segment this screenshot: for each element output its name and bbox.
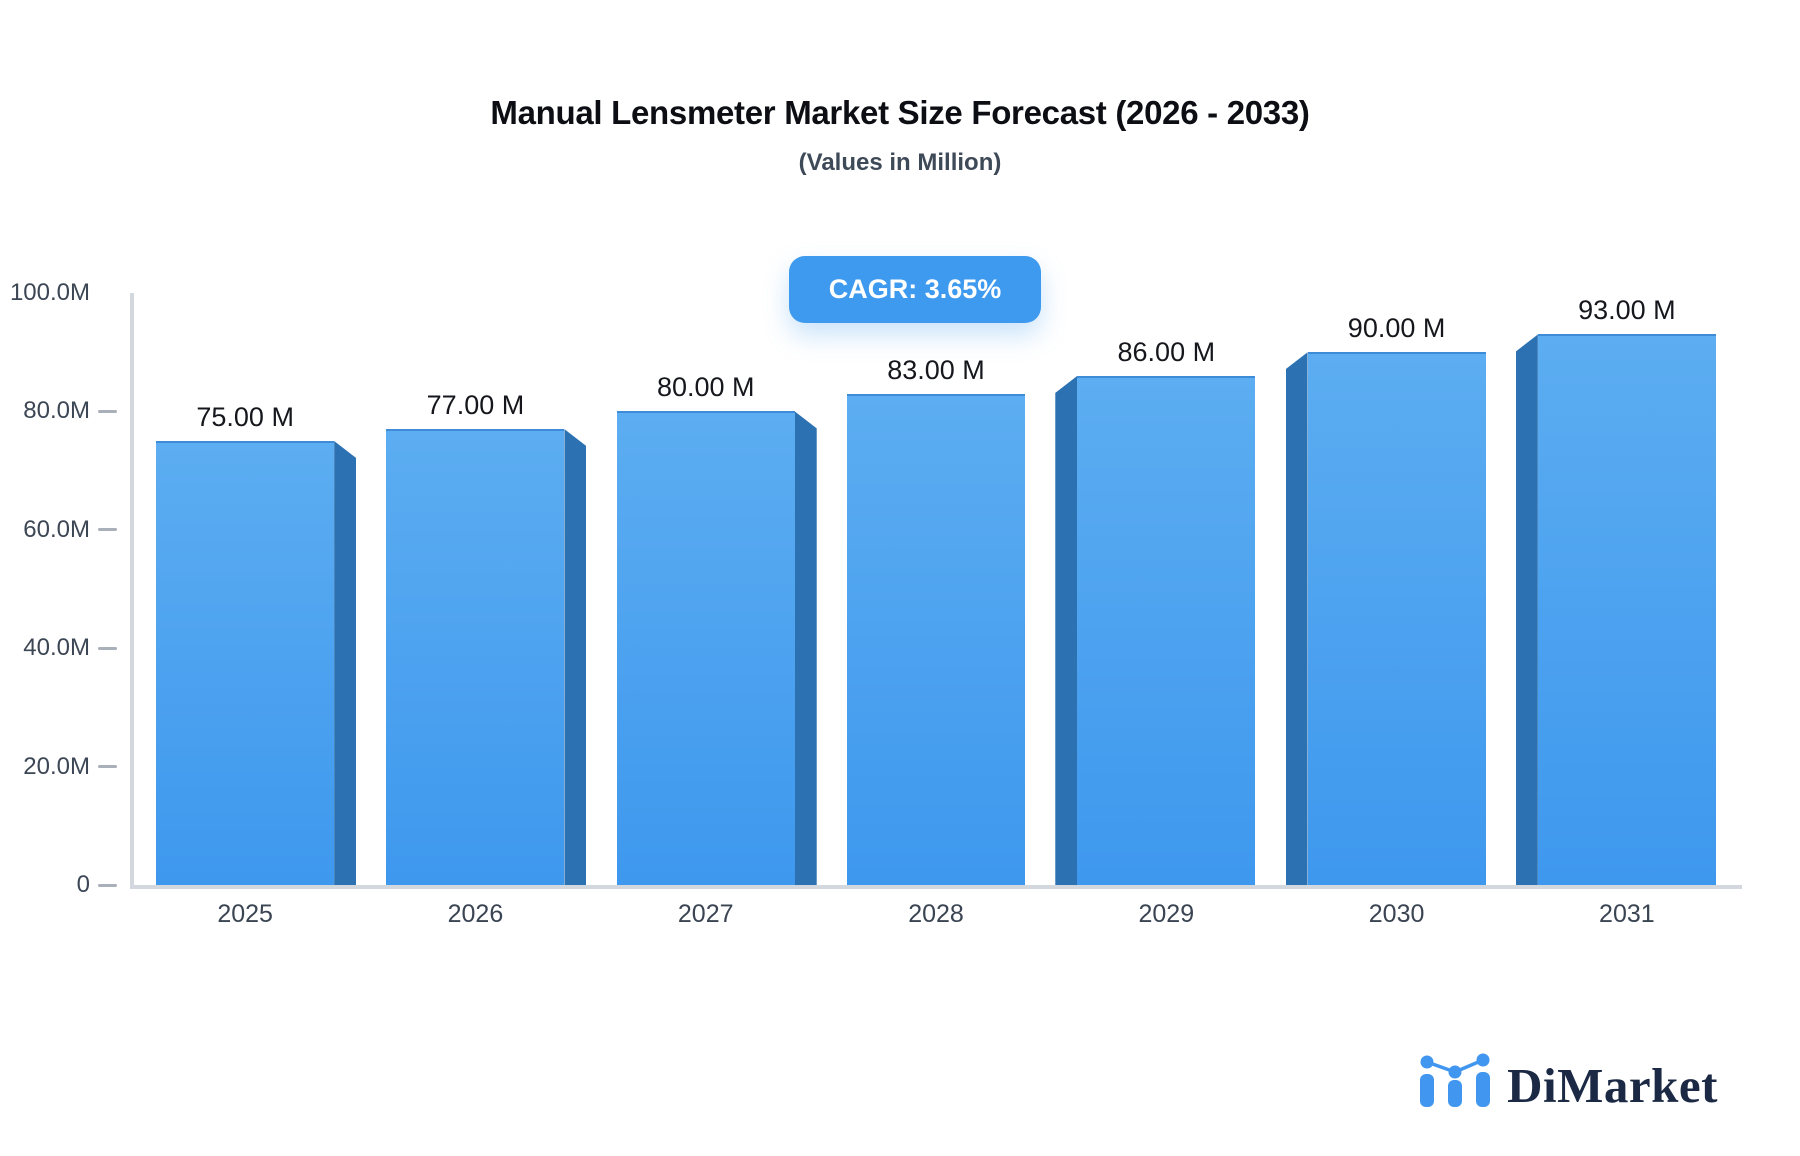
y-axis-line [130, 293, 134, 889]
y-axis-tick-dash [98, 528, 117, 532]
x-axis-label-2029: 2029 [1138, 900, 1195, 928]
bar-2029 [1077, 375, 1256, 885]
bar-2027 [616, 411, 795, 885]
brand-logo: DiMarket [1418, 1050, 1718, 1110]
y-axis-tick-dash [98, 883, 117, 887]
x-axis-label-2031: 2031 [1599, 900, 1655, 928]
y-axis-label-0: 0 [76, 871, 90, 898]
y-axis-tick-dash [98, 765, 117, 769]
x-axis-label-2030: 2030 [1368, 900, 1425, 928]
bar-side-face [794, 411, 817, 885]
x-axis-label-2027: 2027 [677, 900, 734, 928]
bar-group-2026: 77.00 M 2026 [360, 293, 590, 928]
y-axis-tick-dash [98, 646, 117, 650]
y-axis-label-20.0M: 20.0M [23, 752, 90, 780]
y-axis-label-40.0M: 40.0M [23, 634, 90, 662]
chart-title: Manual Lensmeter Market Size Forecast (2… [490, 94, 1310, 131]
bar-value-label: 83.00 M [887, 354, 985, 385]
bar-side-face [1285, 352, 1308, 885]
bar-line-chart-icon [1420, 1053, 1491, 1107]
brand-logo-text: DiMarket [1507, 1058, 1718, 1113]
bar-2031 [1537, 334, 1716, 885]
bar-group-2028: 83.00 M 2028 [821, 293, 1051, 928]
bar-group-2027: 80.00 M 2027 [591, 293, 821, 928]
bar-2028 [846, 393, 1025, 885]
chart-subtitle: (Values in Million) [798, 149, 1002, 176]
bar-value-label: 75.00 M [196, 402, 294, 432]
x-axis-label-2025: 2025 [217, 900, 273, 928]
bar-chart-plot-area: 75.00 M 2025 77.00 M 2026 80.00 M 2027 83.00 M… [130, 293, 1742, 928]
bar-side-face [334, 441, 357, 885]
y-axis-label-100.0M: 100.0M [9, 279, 90, 306]
bar-value-label: 77.00 M [426, 390, 525, 421]
bar-value-label: 93.00 M [1578, 295, 1676, 326]
bar-side-face [1055, 375, 1078, 885]
bar-side-face [564, 429, 587, 885]
bar-group-2031: 93.00 M 2031 [1512, 293, 1742, 928]
cagr-badge: CAGR: 3.65% [789, 256, 1041, 323]
bar-value-label: 86.00 M [1117, 336, 1216, 367]
x-axis-label-2026: 2026 [447, 900, 504, 928]
bar-group-2030: 90.00 M 2030 [1281, 293, 1511, 928]
y-axis-tick-dash [98, 409, 117, 413]
bar-value-label: 90.00 M [1347, 313, 1446, 344]
bar-2026 [386, 429, 565, 885]
bar-value-label: 80.00 M [656, 372, 755, 403]
bar-2025 [156, 441, 335, 885]
bar-side-face [1515, 334, 1538, 885]
bar-group-2029: 86.00 M 2029 [1051, 293, 1281, 928]
cagr-badge-label: CAGR: 3.65% [828, 274, 1002, 304]
bar-group-2025: 75.00 M 2025 [130, 293, 360, 928]
y-axis-label-60.0M: 60.0M [23, 515, 90, 543]
bar-2030 [1307, 352, 1486, 885]
x-axis-label-2028: 2028 [908, 900, 964, 928]
x-axis-line [130, 885, 1742, 889]
y-axis-label-80.0M: 80.0M [23, 397, 90, 425]
